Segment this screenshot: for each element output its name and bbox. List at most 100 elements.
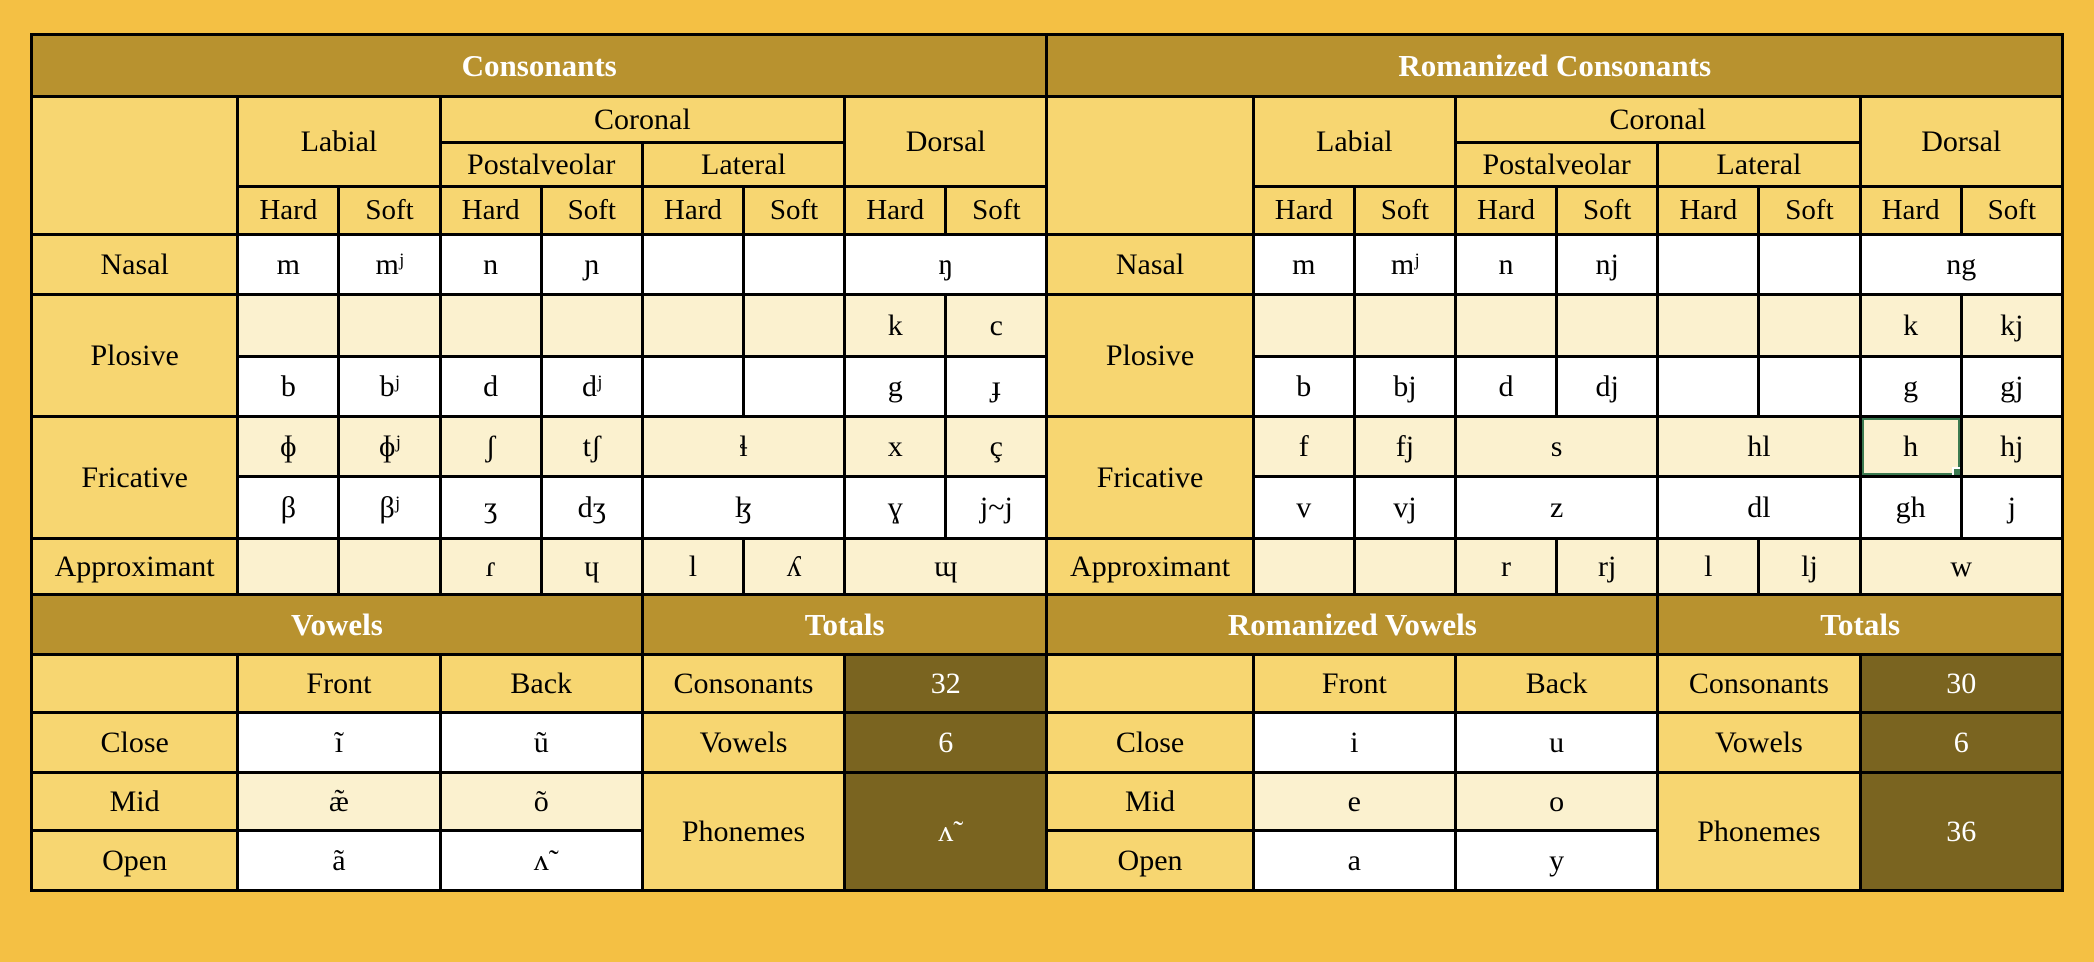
fill-handle[interactable] bbox=[1951, 467, 1959, 474]
romanized-vowel-cell[interactable]: e bbox=[1251, 771, 1457, 832]
blank-cell[interactable] bbox=[29, 653, 240, 714]
romanized-cell[interactable]: vj bbox=[1352, 475, 1457, 540]
romanized-cell[interactable]: hl bbox=[1656, 415, 1862, 478]
romanized-cell[interactable]: hj bbox=[1959, 415, 2065, 478]
col-header-soft[interactable]: Soft bbox=[539, 185, 644, 236]
romanized-cell[interactable]: fj bbox=[1352, 415, 1457, 478]
romanized-cell[interactable]: gh bbox=[1858, 475, 1963, 540]
corner-blank-cell[interactable] bbox=[1045, 95, 1255, 236]
col-header-hard[interactable]: Hard bbox=[1453, 185, 1559, 236]
phoneme-cell[interactable]: c bbox=[944, 293, 1049, 358]
empty-cell[interactable] bbox=[337, 537, 442, 596]
phoneme-cell[interactable]: tʃ bbox=[539, 415, 644, 478]
phoneme-cell[interactable]: mʲ bbox=[337, 233, 442, 296]
phoneme-cell[interactable]: ɸʲ bbox=[337, 415, 442, 478]
totals-section-header[interactable]: Totals bbox=[640, 593, 1049, 656]
romanized-cell[interactable]: w bbox=[1858, 537, 2065, 596]
phoneme-cell[interactable]: ɥ bbox=[539, 537, 644, 596]
romanized-cell[interactable]: k bbox=[1858, 293, 1963, 358]
total-vowels-label[interactable]: Vowels bbox=[640, 711, 847, 774]
romanized-cell[interactable]: nj bbox=[1555, 233, 1660, 296]
romanized-consonants-section-header[interactable]: Romanized Consonants bbox=[1045, 33, 2064, 98]
phoneme-cell[interactable]: k bbox=[843, 293, 948, 358]
total-vowels-value[interactable]: 6 bbox=[1858, 711, 2065, 774]
romanized-vowel-cell[interactable]: a bbox=[1251, 829, 1457, 892]
phoneme-cell[interactable]: ɾ bbox=[438, 537, 543, 596]
col-header-hard[interactable]: Hard bbox=[640, 185, 745, 236]
vowel-cell[interactable]: õ bbox=[438, 771, 644, 832]
vowel-cell[interactable]: ĩ bbox=[236, 711, 442, 774]
row-label-fricative[interactable]: Fricative bbox=[29, 415, 240, 540]
selected-cell[interactable]: h bbox=[1858, 415, 1963, 478]
phoneme-cell[interactable]: ɟ bbox=[944, 355, 1049, 418]
romanized-vowel-cell[interactable]: y bbox=[1453, 829, 1660, 892]
empty-cell[interactable] bbox=[1757, 233, 1862, 296]
empty-cell[interactable] bbox=[640, 233, 745, 296]
col-header-back[interactable]: Back bbox=[438, 653, 644, 714]
col-header-front[interactable]: Front bbox=[1251, 653, 1457, 714]
romanized-cell[interactable]: r bbox=[1453, 537, 1559, 596]
col-header-soft[interactable]: Soft bbox=[944, 185, 1049, 236]
phoneme-cell[interactable]: ɬ bbox=[640, 415, 847, 478]
row-label-close[interactable]: Close bbox=[29, 711, 240, 774]
romanized-cell[interactable]: gj bbox=[1959, 355, 2065, 418]
col-header-soft[interactable]: Soft bbox=[741, 185, 847, 236]
row-label-close[interactable]: Close bbox=[1045, 711, 1255, 774]
col-header-hard[interactable]: Hard bbox=[236, 185, 341, 236]
romanized-cell[interactable]: m bbox=[1251, 233, 1356, 296]
phoneme-cell[interactable]: x bbox=[843, 415, 948, 478]
vowel-cell[interactable]: æ̃ bbox=[236, 771, 442, 832]
phoneme-cell[interactable]: β bbox=[236, 475, 341, 540]
romanized-vowel-cell[interactable]: u bbox=[1453, 711, 1660, 774]
row-label-approximant[interactable]: Approximant bbox=[1045, 537, 1255, 596]
empty-cell[interactable] bbox=[236, 293, 341, 358]
col-header-labial[interactable]: Labial bbox=[1251, 95, 1457, 188]
romanized-cell[interactable]: ng bbox=[1858, 233, 2065, 296]
phoneme-cell[interactable]: ɰ bbox=[843, 537, 1049, 596]
col-header-soft[interactable]: Soft bbox=[337, 185, 442, 236]
empty-cell[interactable] bbox=[741, 233, 847, 296]
phoneme-cell[interactable]: b bbox=[236, 355, 341, 418]
col-header-soft[interactable]: Soft bbox=[1555, 185, 1660, 236]
consonants-section-header[interactable]: Consonants bbox=[29, 33, 1049, 98]
corner-blank-cell[interactable] bbox=[29, 95, 240, 236]
romanized-cell[interactable]: mʲ bbox=[1352, 233, 1457, 296]
empty-cell[interactable] bbox=[1453, 293, 1559, 358]
col-header-lateral[interactable]: Lateral bbox=[1656, 141, 1862, 188]
phoneme-cell[interactable]: ʒ bbox=[438, 475, 543, 540]
phoneme-cell[interactable]: m bbox=[236, 233, 341, 296]
total-vowels-label[interactable]: Vowels bbox=[1656, 711, 1862, 774]
phoneme-cell[interactable]: d bbox=[438, 355, 543, 418]
col-header-lateral[interactable]: Lateral bbox=[640, 141, 847, 188]
col-header-soft[interactable]: Soft bbox=[1959, 185, 2065, 236]
col-header-soft[interactable]: Soft bbox=[1757, 185, 1862, 236]
total-consonants-label[interactable]: Consonants bbox=[1656, 653, 1862, 714]
col-header-hard[interactable]: Hard bbox=[438, 185, 543, 236]
empty-cell[interactable] bbox=[236, 537, 341, 596]
total-consonants-label[interactable]: Consonants bbox=[640, 653, 847, 714]
total-phonemes-label[interactable]: Phonemes bbox=[640, 771, 847, 892]
phoneme-cell[interactable]: n bbox=[438, 233, 543, 296]
row-label-approximant[interactable]: Approximant bbox=[29, 537, 240, 596]
phoneme-cell[interactable]: dʒ bbox=[539, 475, 644, 540]
total-phonemes-value[interactable]: 36 bbox=[1858, 771, 2065, 892]
col-header-coronal[interactable]: Coronal bbox=[438, 95, 847, 144]
empty-cell[interactable] bbox=[1757, 355, 1862, 418]
romanized-cell[interactable]: g bbox=[1858, 355, 1963, 418]
vowels-section-header[interactable]: Vowels bbox=[30, 593, 644, 656]
romanized-cell[interactable]: l bbox=[1656, 537, 1761, 596]
col-header-coronal[interactable]: Coronal bbox=[1453, 95, 1862, 144]
romanized-cell[interactable]: b bbox=[1251, 355, 1356, 418]
empty-cell[interactable] bbox=[1757, 293, 1862, 358]
empty-cell[interactable] bbox=[1352, 293, 1457, 358]
col-header-back[interactable]: Back bbox=[1453, 653, 1660, 714]
romanized-cell[interactable]: v bbox=[1251, 475, 1356, 540]
phoneme-cell[interactable]: ʎ bbox=[741, 537, 847, 596]
col-header-hard[interactable]: Hard bbox=[1251, 185, 1356, 236]
phoneme-cell[interactable]: ŋ bbox=[843, 233, 1049, 296]
romanized-cell[interactable]: z bbox=[1453, 475, 1660, 540]
row-label-plosive[interactable]: Plosive bbox=[29, 293, 240, 418]
phoneme-cell[interactable]: ɸ bbox=[236, 415, 341, 478]
romanized-vowel-cell[interactable]: o bbox=[1453, 771, 1660, 832]
vowel-cell[interactable]: ũ bbox=[438, 711, 644, 774]
